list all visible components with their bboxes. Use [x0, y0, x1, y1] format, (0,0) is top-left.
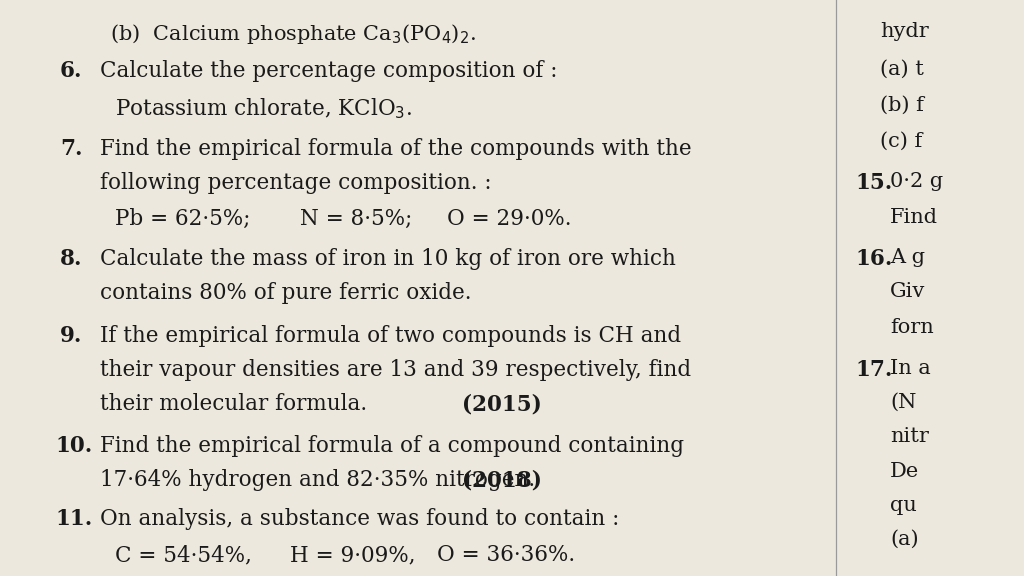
Text: A g: A g [890, 248, 925, 267]
Text: (a) t: (a) t [880, 60, 924, 79]
Text: following percentage composition. :: following percentage composition. : [100, 172, 492, 194]
Text: Giv: Giv [890, 282, 926, 301]
Text: 0·2 g: 0·2 g [890, 172, 943, 191]
Text: 9.: 9. [60, 325, 82, 347]
Text: their molecular formula.: their molecular formula. [100, 393, 368, 415]
Text: Potassium chlorate, KClO$_3$.: Potassium chlorate, KClO$_3$. [115, 96, 412, 120]
Text: (N: (N [890, 393, 916, 412]
Text: (2015): (2015) [462, 393, 542, 415]
Text: (c) f: (c) f [880, 132, 923, 151]
Text: 15.: 15. [855, 172, 892, 194]
Text: forn: forn [890, 318, 934, 337]
Text: (b) f: (b) f [880, 96, 924, 115]
Text: nitr: nitr [890, 427, 929, 446]
Text: N = 8·5%;: N = 8·5%; [300, 208, 413, 230]
Text: their vapour densities are 13 and 39 respectively, find: their vapour densities are 13 and 39 res… [100, 359, 691, 381]
Text: 6.: 6. [60, 60, 83, 82]
Text: Find the empirical formula of a compound containing: Find the empirical formula of a compound… [100, 435, 684, 457]
Text: 17.: 17. [855, 359, 892, 381]
Text: qu: qu [890, 496, 916, 515]
Text: Calculate the mass of iron in 10 kg of iron ore which: Calculate the mass of iron in 10 kg of i… [100, 248, 676, 270]
Text: Find: Find [890, 208, 938, 227]
Text: On analysis, a substance was found to contain :: On analysis, a substance was found to co… [100, 508, 620, 530]
Text: (a): (a) [890, 530, 919, 549]
Text: 11.: 11. [55, 508, 92, 530]
Text: De: De [890, 462, 920, 481]
Text: C = 54·54%,: C = 54·54%, [115, 544, 252, 566]
Text: 16.: 16. [855, 248, 892, 270]
Text: Find the empirical formula of the compounds with the: Find the empirical formula of the compou… [100, 138, 691, 160]
Text: contains 80% of pure ferric oxide.: contains 80% of pure ferric oxide. [100, 282, 471, 304]
Text: (b)  Calcium phosphate Ca$_3$(PO$_4$)$_2$.: (b) Calcium phosphate Ca$_3$(PO$_4$)$_2$… [110, 22, 476, 46]
Text: hydr: hydr [880, 22, 929, 41]
Text: O = 36·36%.: O = 36·36%. [437, 544, 575, 566]
Text: If the empirical formula of two compounds is CH and: If the empirical formula of two compound… [100, 325, 681, 347]
Text: 7.: 7. [60, 138, 83, 160]
Text: 8.: 8. [60, 248, 83, 270]
Text: 10.: 10. [55, 435, 92, 457]
Text: In a: In a [890, 359, 931, 378]
Text: 17·64% hydrogen and 82·35% nitrogen.: 17·64% hydrogen and 82·35% nitrogen. [100, 469, 536, 491]
Text: H = 9·09%,: H = 9·09%, [290, 544, 416, 566]
Text: (2018): (2018) [462, 469, 542, 491]
Text: Calculate the percentage composition of :: Calculate the percentage composition of … [100, 60, 557, 82]
Text: Pb = 62·5%;: Pb = 62·5%; [115, 208, 251, 230]
Text: O = 29·0%.: O = 29·0%. [447, 208, 571, 230]
